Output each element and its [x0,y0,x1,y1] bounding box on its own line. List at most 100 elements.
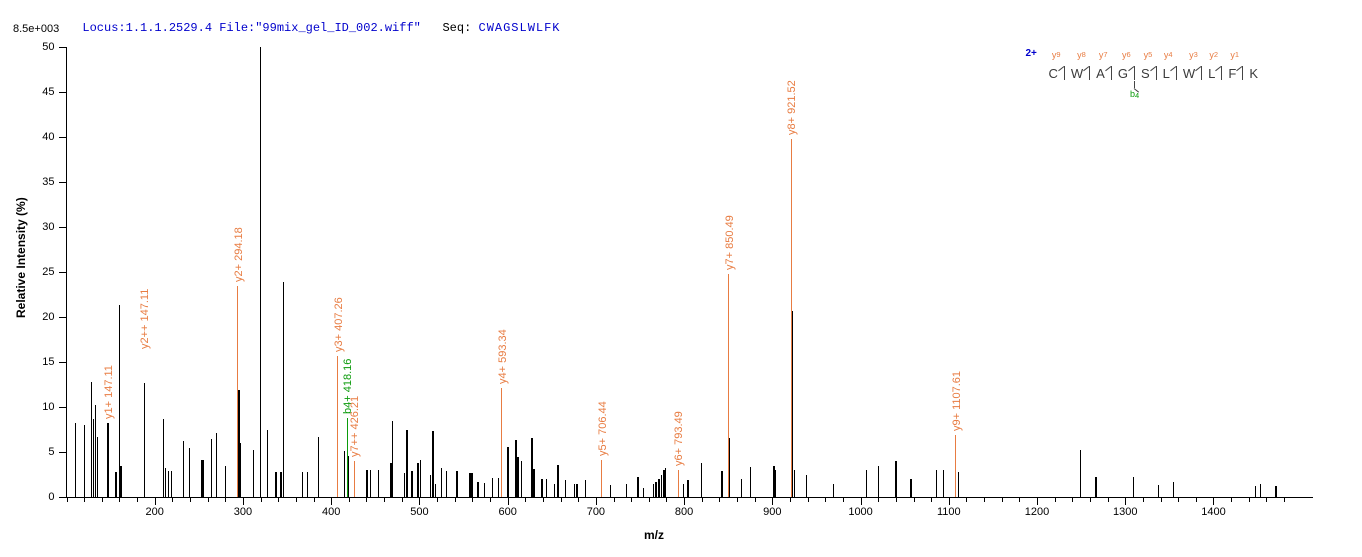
x-axis-title: m/z [644,528,665,542]
y-tick-label: 15 [42,356,55,368]
x-tick [154,498,156,505]
x-tick-label: 900 [763,506,782,518]
peak [118,305,120,497]
seq-value: CWAGSLWLFK [478,21,561,35]
x-tick [595,498,597,505]
x-tick-label: 500 [410,506,429,518]
peak [557,464,559,497]
peak [468,472,471,497]
x-tick [1037,498,1039,505]
peak [203,460,205,497]
y-tick [58,407,66,408]
x-tick [1089,498,1091,502]
x-tick-label: 1300 [1113,506,1138,518]
peak-label: y7+ 850.49 [723,215,736,270]
x-tick [1054,498,1056,502]
peak [794,470,796,497]
x-tick [860,498,862,505]
x-tick [842,498,844,502]
x-tick [260,498,262,502]
peak [483,482,486,497]
x-tick-label: 1000 [848,506,873,518]
x-tick [1213,498,1215,505]
fragment-gap: y6 b4 [1122,50,1139,100]
peak-label: y1+ 147.11 [103,365,116,420]
peak [564,479,566,497]
fragment-mark [1155,66,1157,80]
peak [301,471,304,497]
peak [1173,481,1175,497]
peak-label: y7++ 426.21 [349,395,362,457]
peak [346,417,348,497]
peak [74,423,76,497]
peak [429,475,431,497]
peak [531,437,533,497]
peak [520,461,522,497]
b-ion-label: b4 [1129,89,1140,100]
x-tick [313,498,315,502]
peak [700,462,703,497]
peak [515,440,518,497]
fragment-gap: y1 [1230,50,1247,81]
peak-label: y4+ 593.34 [496,329,509,385]
peak [471,472,473,497]
residue-w-7: W [1182,66,1196,81]
y-tick [58,497,66,498]
residue-k-10: K [1249,66,1258,81]
residue-f-9: F [1228,66,1237,81]
peak [377,470,380,497]
peak [406,429,408,497]
intensity-scale-note: 8.5e+003 [13,23,60,35]
peak [935,470,938,497]
x-tick [878,498,880,502]
peak [721,470,723,497]
peak [343,451,346,497]
peak [477,481,479,497]
peak [750,467,752,497]
x-tick [1107,498,1109,502]
peak [1255,486,1257,497]
fragment-mark [1089,66,1091,80]
x-tick [137,498,139,502]
residue-g-4: G [1117,66,1128,81]
peak [267,430,269,497]
peak [162,418,165,497]
peak [637,477,639,497]
peak [1079,450,1082,497]
peak [216,433,218,497]
residue-s-5: S [1140,66,1150,81]
x-tick [84,498,86,502]
x-tick-label: 200 [145,506,164,518]
y-ion-label: y5 [1143,50,1153,60]
y-tick-label: 50 [42,41,55,53]
y-tick [58,227,66,228]
peak [954,434,957,497]
peak [833,483,835,497]
peak [1259,483,1261,497]
x-axis-line [65,497,1313,498]
b-ion-mark [1133,81,1135,88]
peak [237,285,239,497]
x-tick [684,498,686,505]
x-tick [772,498,774,505]
peak [392,421,394,497]
peak [353,461,355,497]
y-tick [58,362,66,363]
x-tick-label: 800 [674,506,694,518]
x-tick [807,498,809,502]
peak [369,470,371,497]
x-tick [331,498,333,505]
x-tick-label: 700 [586,506,606,518]
peak [655,481,657,497]
x-tick [913,498,915,502]
peak [1158,485,1160,497]
residue-l-8: L [1208,66,1216,81]
peak [660,474,662,497]
x-tick [207,498,209,502]
precursor-charge-label: 2+ [1025,48,1037,59]
peak [171,470,173,497]
x-tick [348,498,350,502]
peak-label: y5+ 706.44 [596,401,609,457]
